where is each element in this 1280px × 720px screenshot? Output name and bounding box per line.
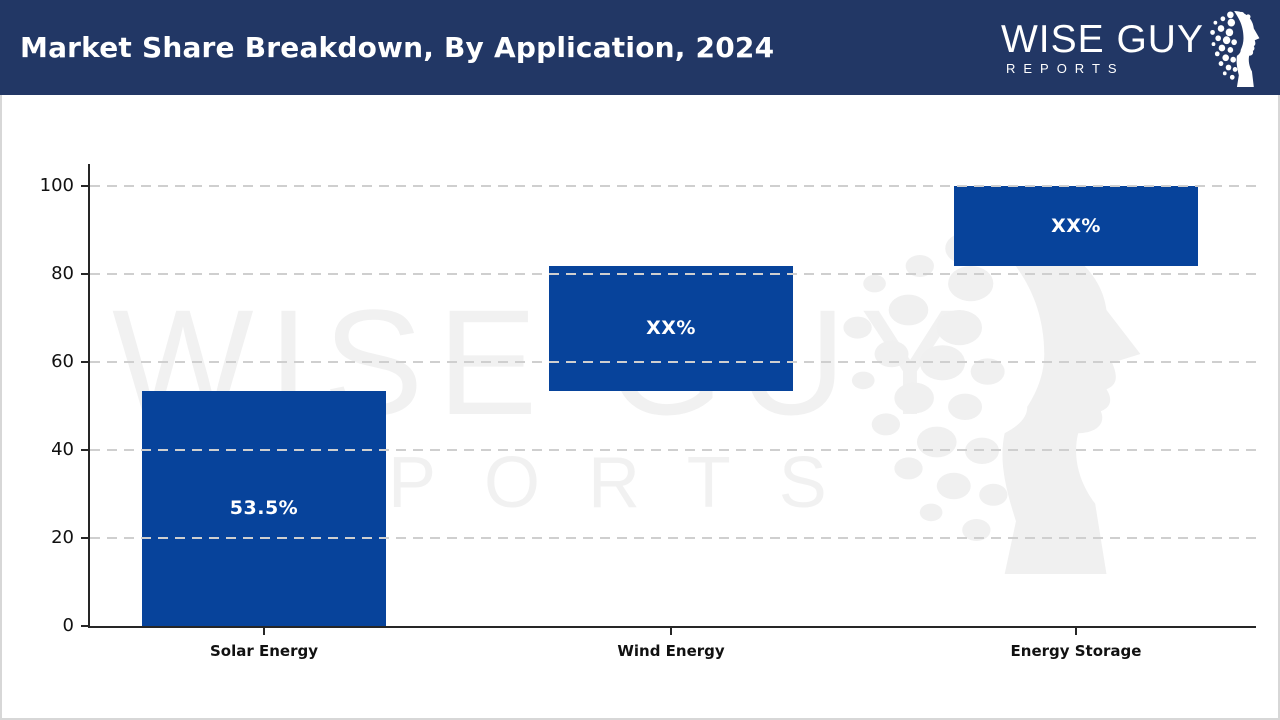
x-label-wind-energy: Wind Energy bbox=[617, 642, 725, 660]
header-bar: Market Share Breakdown, By Application, … bbox=[0, 0, 1280, 95]
gridline-60 bbox=[90, 361, 1256, 363]
y-tick-60 bbox=[81, 361, 88, 363]
y-tick-100 bbox=[81, 185, 88, 187]
gridline-20 bbox=[90, 537, 1256, 539]
y-axis-spine bbox=[88, 164, 90, 628]
y-tick-label-60: 60 bbox=[51, 351, 74, 372]
x-axis-spine bbox=[88, 626, 1256, 628]
bar-value-label: XX% bbox=[646, 317, 696, 340]
gridline-100 bbox=[90, 185, 1256, 187]
y-tick-label-40: 40 bbox=[51, 439, 74, 460]
x-tick-energy-storage bbox=[1075, 628, 1077, 635]
bar-energy-storage: XX% bbox=[954, 186, 1198, 267]
y-tick-20 bbox=[81, 537, 88, 539]
bar-value-label: XX% bbox=[1051, 215, 1101, 238]
y-tick-label-100: 100 bbox=[39, 175, 74, 196]
y-tick-label-0: 0 bbox=[62, 615, 74, 636]
x-tick-wind-energy bbox=[670, 628, 672, 635]
brand-logo: WISE GUY REPORTS bbox=[1001, 9, 1266, 87]
bar-solar-energy: 53.5% bbox=[142, 390, 386, 626]
logo-subtext: REPORTS bbox=[1005, 61, 1125, 76]
y-tick-40 bbox=[81, 449, 88, 451]
dotted-face-profile-icon bbox=[1210, 10, 1260, 87]
x-label-solar-energy: Solar Energy bbox=[209, 642, 318, 660]
bar-wind-energy: XX% bbox=[549, 266, 793, 391]
y-tick-label-80: 80 bbox=[51, 263, 74, 284]
gridline-40 bbox=[90, 449, 1256, 451]
x-label-energy-storage: Energy Storage bbox=[1010, 642, 1142, 660]
brand-logo-text: WISE GUY REPORTS bbox=[1001, 20, 1204, 75]
logo-wordmark: WISE GUY bbox=[1000, 18, 1204, 61]
y-tick-label-20: 20 bbox=[51, 527, 74, 548]
bar-value-label: 53.5% bbox=[229, 497, 299, 520]
page-title: Market Share Breakdown, By Application, … bbox=[20, 31, 775, 64]
y-tick-0 bbox=[81, 625, 88, 627]
gridline-80 bbox=[90, 273, 1256, 275]
x-tick-solar-energy bbox=[263, 628, 265, 635]
y-tick-80 bbox=[81, 273, 88, 275]
